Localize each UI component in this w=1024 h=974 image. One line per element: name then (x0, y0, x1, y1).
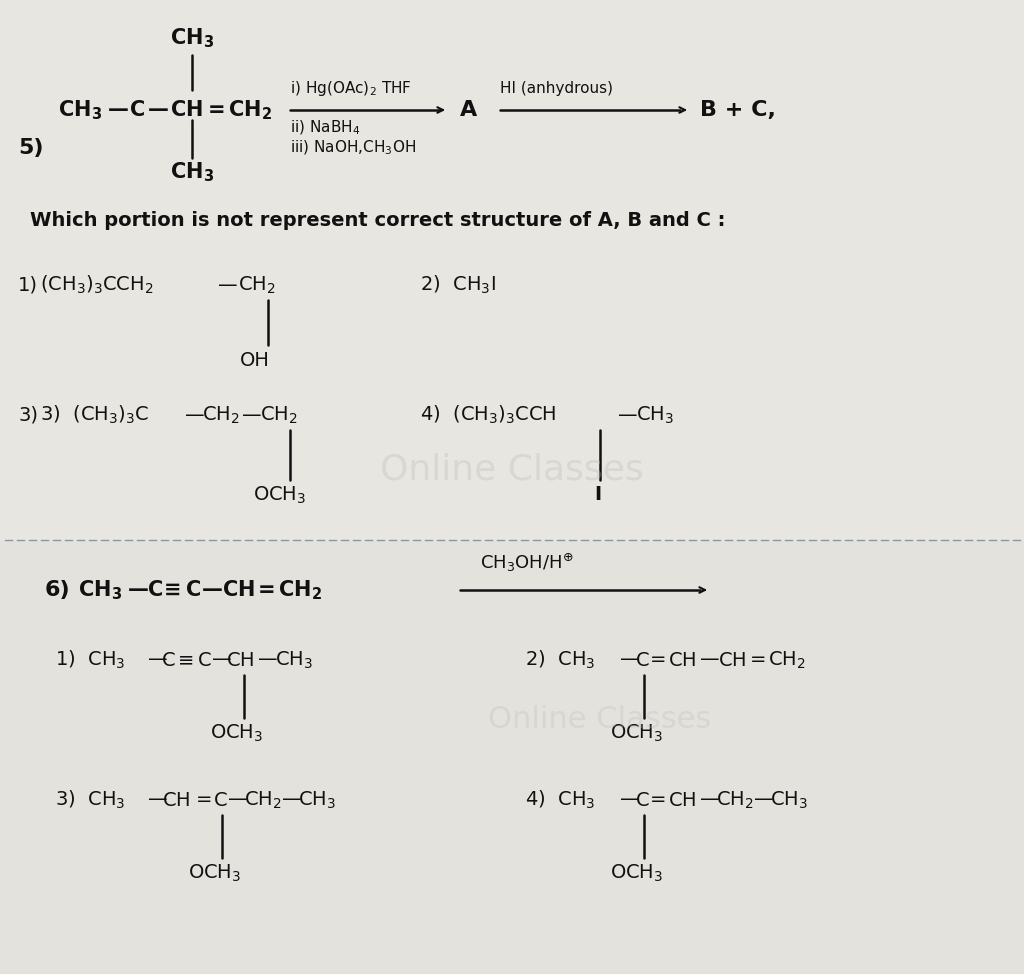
Text: 1)  $\mathregular{CH_3}$: 1) $\mathregular{CH_3}$ (55, 649, 125, 671)
Bar (0, 0, 1024, 540)
Text: $\mathregular{CH_3}$: $\mathregular{CH_3}$ (58, 98, 102, 122)
Text: ≡: ≡ (164, 580, 181, 600)
Text: Online Classes: Online Classes (380, 453, 644, 487)
Text: 3)  $\mathregular{CH_3}$: 3) $\mathregular{CH_3}$ (55, 789, 125, 811)
Text: —: — (108, 100, 129, 120)
Text: B + C,: B + C, (700, 100, 776, 120)
Text: $\mathregular{CH_2}$: $\mathregular{CH_2}$ (716, 789, 754, 810)
Text: —: — (128, 580, 148, 600)
Text: Which portion is not represent correct structure of A, B and C :: Which portion is not represent correct s… (30, 210, 725, 230)
Text: 3): 3) (18, 405, 38, 425)
Text: $\mathregular{CH_3}$: $\mathregular{CH_3}$ (170, 160, 214, 184)
Text: OH: OH (240, 351, 270, 369)
Text: $\mathregular{CH_3}$: $\mathregular{CH_3}$ (770, 789, 808, 810)
Text: $\mathregular{CH_3}$: $\mathregular{CH_3}$ (636, 404, 674, 426)
Text: =: = (750, 651, 767, 669)
Text: 3)  $\mathregular{(CH_3)_3C}$: 3) $\mathregular{(CH_3)_3C}$ (40, 404, 150, 427)
Text: $\mathregular{CH_3}$: $\mathregular{CH_3}$ (298, 789, 336, 810)
Text: $\mathregular{CH_2}$: $\mathregular{CH_2}$ (278, 579, 322, 602)
Text: —: — (258, 651, 278, 669)
Text: 2)  $\mathregular{CH_3}$I: 2) $\mathregular{CH_3}$I (420, 274, 496, 296)
Text: $\mathregular{CH}$: $\mathregular{CH}$ (668, 791, 696, 809)
Text: —: — (228, 791, 248, 809)
Text: C: C (198, 651, 212, 669)
Text: —: — (700, 651, 720, 669)
Text: 4)  $\mathregular{CH_3}$: 4) $\mathregular{CH_3}$ (525, 789, 595, 811)
Text: —: — (202, 580, 223, 600)
Text: I: I (594, 485, 601, 505)
Text: —: — (148, 651, 168, 669)
Text: $\mathregular{CH}$: $\mathregular{CH}$ (222, 580, 255, 600)
Bar (0, 540, 1024, 974)
Text: $\mathregular{CH_3}$: $\mathregular{CH_3}$ (275, 650, 313, 671)
Text: —: — (185, 405, 205, 425)
Text: $\mathregular{OCH_3}$: $\mathregular{OCH_3}$ (610, 723, 664, 744)
Text: HI (anhydrous): HI (anhydrous) (500, 81, 613, 95)
Text: 6): 6) (45, 580, 71, 600)
Text: iii) NaOH,$\mathregular{CH_3}$OH: iii) NaOH,$\mathregular{CH_3}$OH (290, 139, 416, 157)
Text: —: — (218, 276, 238, 294)
Text: —: — (242, 405, 261, 425)
Text: i) $\mathregular{Hg(OAc)_2}$ THF: i) $\mathregular{Hg(OAc)_2}$ THF (290, 79, 412, 97)
Text: $\mathregular{CH_3OH/H^{\oplus}}$: $\mathregular{CH_3OH/H^{\oplus}}$ (480, 552, 573, 575)
Text: $\mathregular{CH}$: $\mathregular{CH}$ (162, 791, 190, 809)
Text: $\mathregular{CH_2}$: $\mathregular{CH_2}$ (228, 98, 272, 122)
Text: $\mathregular{OCH_3}$: $\mathregular{OCH_3}$ (210, 723, 263, 744)
Text: $\mathregular{CH_3}$: $\mathregular{CH_3}$ (78, 579, 122, 602)
Text: $\mathregular{OCH_3}$: $\mathregular{OCH_3}$ (188, 862, 242, 883)
Text: $\mathregular{CH}$: $\mathregular{CH}$ (170, 100, 203, 120)
Text: —: — (148, 791, 168, 809)
Text: —: — (620, 651, 640, 669)
Text: $\mathregular{(CH_3)_3CCH_2}$: $\mathregular{(CH_3)_3CCH_2}$ (40, 274, 154, 296)
Text: —: — (618, 405, 638, 425)
Text: =: = (196, 791, 213, 809)
Text: =: = (258, 580, 275, 600)
Text: 1): 1) (18, 276, 38, 294)
Text: $\mathregular{CH_2}$: $\mathregular{CH_2}$ (768, 650, 806, 671)
Text: 4)  $\mathregular{(CH_3)_3CCH}$: 4) $\mathregular{(CH_3)_3CCH}$ (420, 404, 557, 427)
Text: C: C (162, 651, 176, 669)
Text: $\mathregular{OCH_3}$: $\mathregular{OCH_3}$ (610, 862, 664, 883)
Text: $\mathregular{CH}$: $\mathregular{CH}$ (668, 651, 696, 669)
Text: $\mathregular{CH}$: $\mathregular{CH}$ (226, 651, 254, 669)
Text: —: — (282, 791, 302, 809)
Text: $\mathregular{CH_2}$: $\mathregular{CH_2}$ (202, 404, 240, 426)
Text: C: C (636, 651, 649, 669)
Text: $\mathregular{CH_3}$: $\mathregular{CH_3}$ (170, 26, 214, 50)
Text: $\mathregular{CH_2}$: $\mathregular{CH_2}$ (260, 404, 298, 426)
Text: —: — (620, 791, 640, 809)
Text: 5): 5) (18, 138, 43, 158)
Text: —: — (754, 791, 773, 809)
Text: =: = (208, 100, 225, 120)
Text: ≡: ≡ (178, 651, 195, 669)
Text: =: = (650, 651, 667, 669)
Text: $\mathregular{CH_2}$: $\mathregular{CH_2}$ (238, 275, 275, 296)
Text: Online Classes: Online Classes (488, 705, 712, 734)
Text: C: C (214, 791, 227, 809)
Text: A: A (460, 100, 477, 120)
Text: C: C (636, 791, 649, 809)
Text: ii) $\mathregular{NaBH_4}$: ii) $\mathregular{NaBH_4}$ (290, 119, 360, 137)
Text: $\mathregular{CH}$: $\mathregular{CH}$ (718, 651, 746, 669)
Text: =: = (650, 791, 667, 809)
Text: C: C (148, 580, 163, 600)
Text: —: — (700, 791, 720, 809)
Text: $\mathregular{OCH_3}$: $\mathregular{OCH_3}$ (253, 484, 306, 506)
Text: $\mathregular{CH_2}$: $\mathregular{CH_2}$ (244, 789, 282, 810)
Text: —: — (148, 100, 169, 120)
Text: C: C (186, 580, 202, 600)
Text: C: C (130, 100, 145, 120)
Text: —: — (212, 651, 231, 669)
Text: 2)  $\mathregular{CH_3}$: 2) $\mathregular{CH_3}$ (525, 649, 595, 671)
